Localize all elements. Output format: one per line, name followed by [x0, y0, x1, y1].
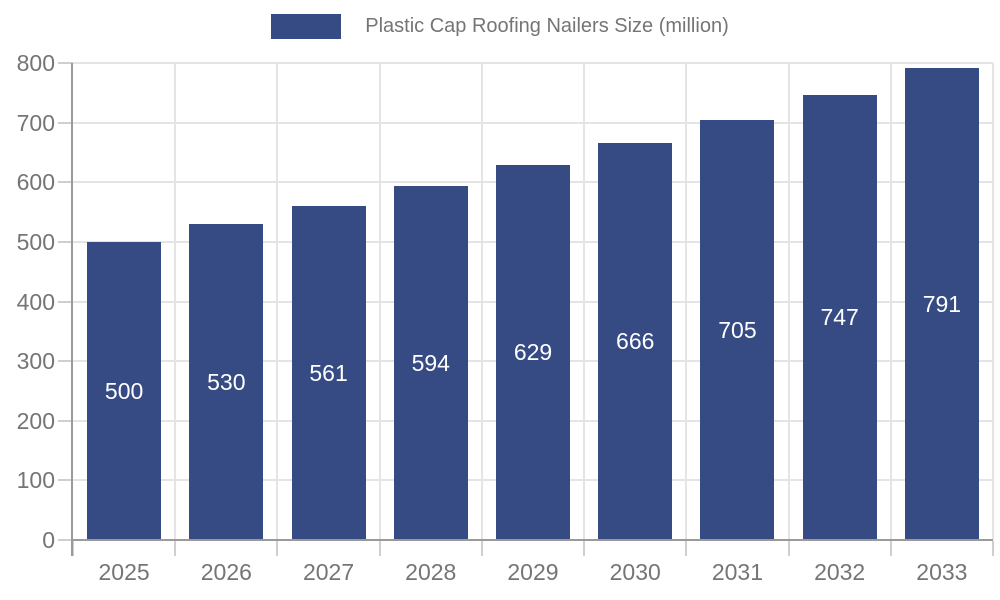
bar-value-label: 530 — [207, 368, 246, 395]
y-tick-label: 700 — [16, 109, 55, 136]
y-tick — [58, 479, 73, 482]
bar-2033 — [904, 68, 979, 540]
bar-2025 — [87, 241, 162, 540]
y-tick-label: 500 — [16, 228, 55, 255]
legend-swatch — [271, 14, 342, 39]
x-tick-label: 2027 — [302, 559, 355, 585]
y-tick — [58, 121, 73, 124]
grid-line-v — [583, 63, 586, 540]
x-tick — [72, 541, 74, 556]
y-tick — [58, 539, 73, 541]
bar-2031 — [700, 119, 775, 540]
bar-value-label: 705 — [718, 316, 757, 343]
legend-label: Plastic Cap Roofing Nailers Size (millio… — [365, 15, 729, 37]
y-tick-label: 100 — [16, 467, 55, 494]
grid-line-v — [174, 63, 177, 540]
grid-line-v — [378, 63, 381, 540]
y-tick — [58, 300, 73, 303]
bar-2026 — [189, 223, 264, 540]
x-tick — [583, 541, 586, 556]
x-tick-label: 2032 — [814, 559, 866, 585]
grid-line-v — [992, 63, 994, 540]
x-tick — [992, 541, 994, 556]
x-tick — [889, 541, 892, 556]
bar-value-label: 594 — [411, 349, 450, 376]
x-tick-label: 2028 — [405, 559, 457, 585]
x-tick-label: 2030 — [609, 559, 661, 585]
grid-line-v — [889, 63, 892, 540]
bar-value-label: 666 — [616, 328, 655, 355]
grid-line-v — [480, 63, 483, 540]
bar-value-label: 629 — [513, 339, 553, 366]
x-tick-label: 2031 — [711, 559, 764, 585]
x-tick-label: 2025 — [98, 559, 150, 585]
x-tick — [276, 541, 279, 556]
x-tick-label: 2026 — [200, 559, 252, 585]
bar-2027 — [291, 205, 366, 540]
y-axis-line — [71, 63, 73, 556]
grid-line-v — [787, 63, 790, 540]
bar-value-label: 500 — [104, 377, 144, 404]
bar-value-label: 791 — [922, 291, 962, 318]
grid-line-h — [73, 121, 993, 124]
y-tick-label: 200 — [16, 407, 55, 434]
grid-line-v — [685, 63, 688, 540]
y-tick-label: 800 — [16, 50, 55, 76]
bar-2029 — [496, 164, 570, 540]
y-tick — [58, 181, 73, 184]
y-tick-label: 600 — [16, 169, 55, 196]
y-tick — [58, 62, 73, 64]
x-tick — [378, 541, 381, 556]
bar-2030 — [598, 142, 673, 540]
x-tick-label: 2029 — [507, 559, 559, 585]
y-tick-label: 400 — [16, 288, 55, 315]
x-axis-line — [71, 539, 993, 541]
chart-legend[interactable]: Plastic Cap Roofing Nailers Size (millio… — [0, 14, 1000, 39]
bar-value-label: 747 — [820, 304, 859, 331]
y-tick-label: 300 — [16, 348, 55, 375]
y-tick — [58, 360, 73, 363]
x-tick-label: 2033 — [916, 559, 968, 585]
y-tick — [58, 419, 73, 422]
x-tick — [787, 541, 790, 556]
bar-2028 — [393, 185, 468, 540]
y-tick-label: 0 — [42, 527, 55, 553]
x-tick — [685, 541, 688, 556]
grid-line-v — [276, 63, 279, 540]
y-tick — [58, 240, 73, 243]
bar-2032 — [802, 94, 877, 540]
grid-line-h — [73, 62, 993, 64]
x-tick — [480, 541, 483, 556]
bar-value-label: 561 — [309, 359, 348, 386]
x-tick — [174, 541, 177, 556]
